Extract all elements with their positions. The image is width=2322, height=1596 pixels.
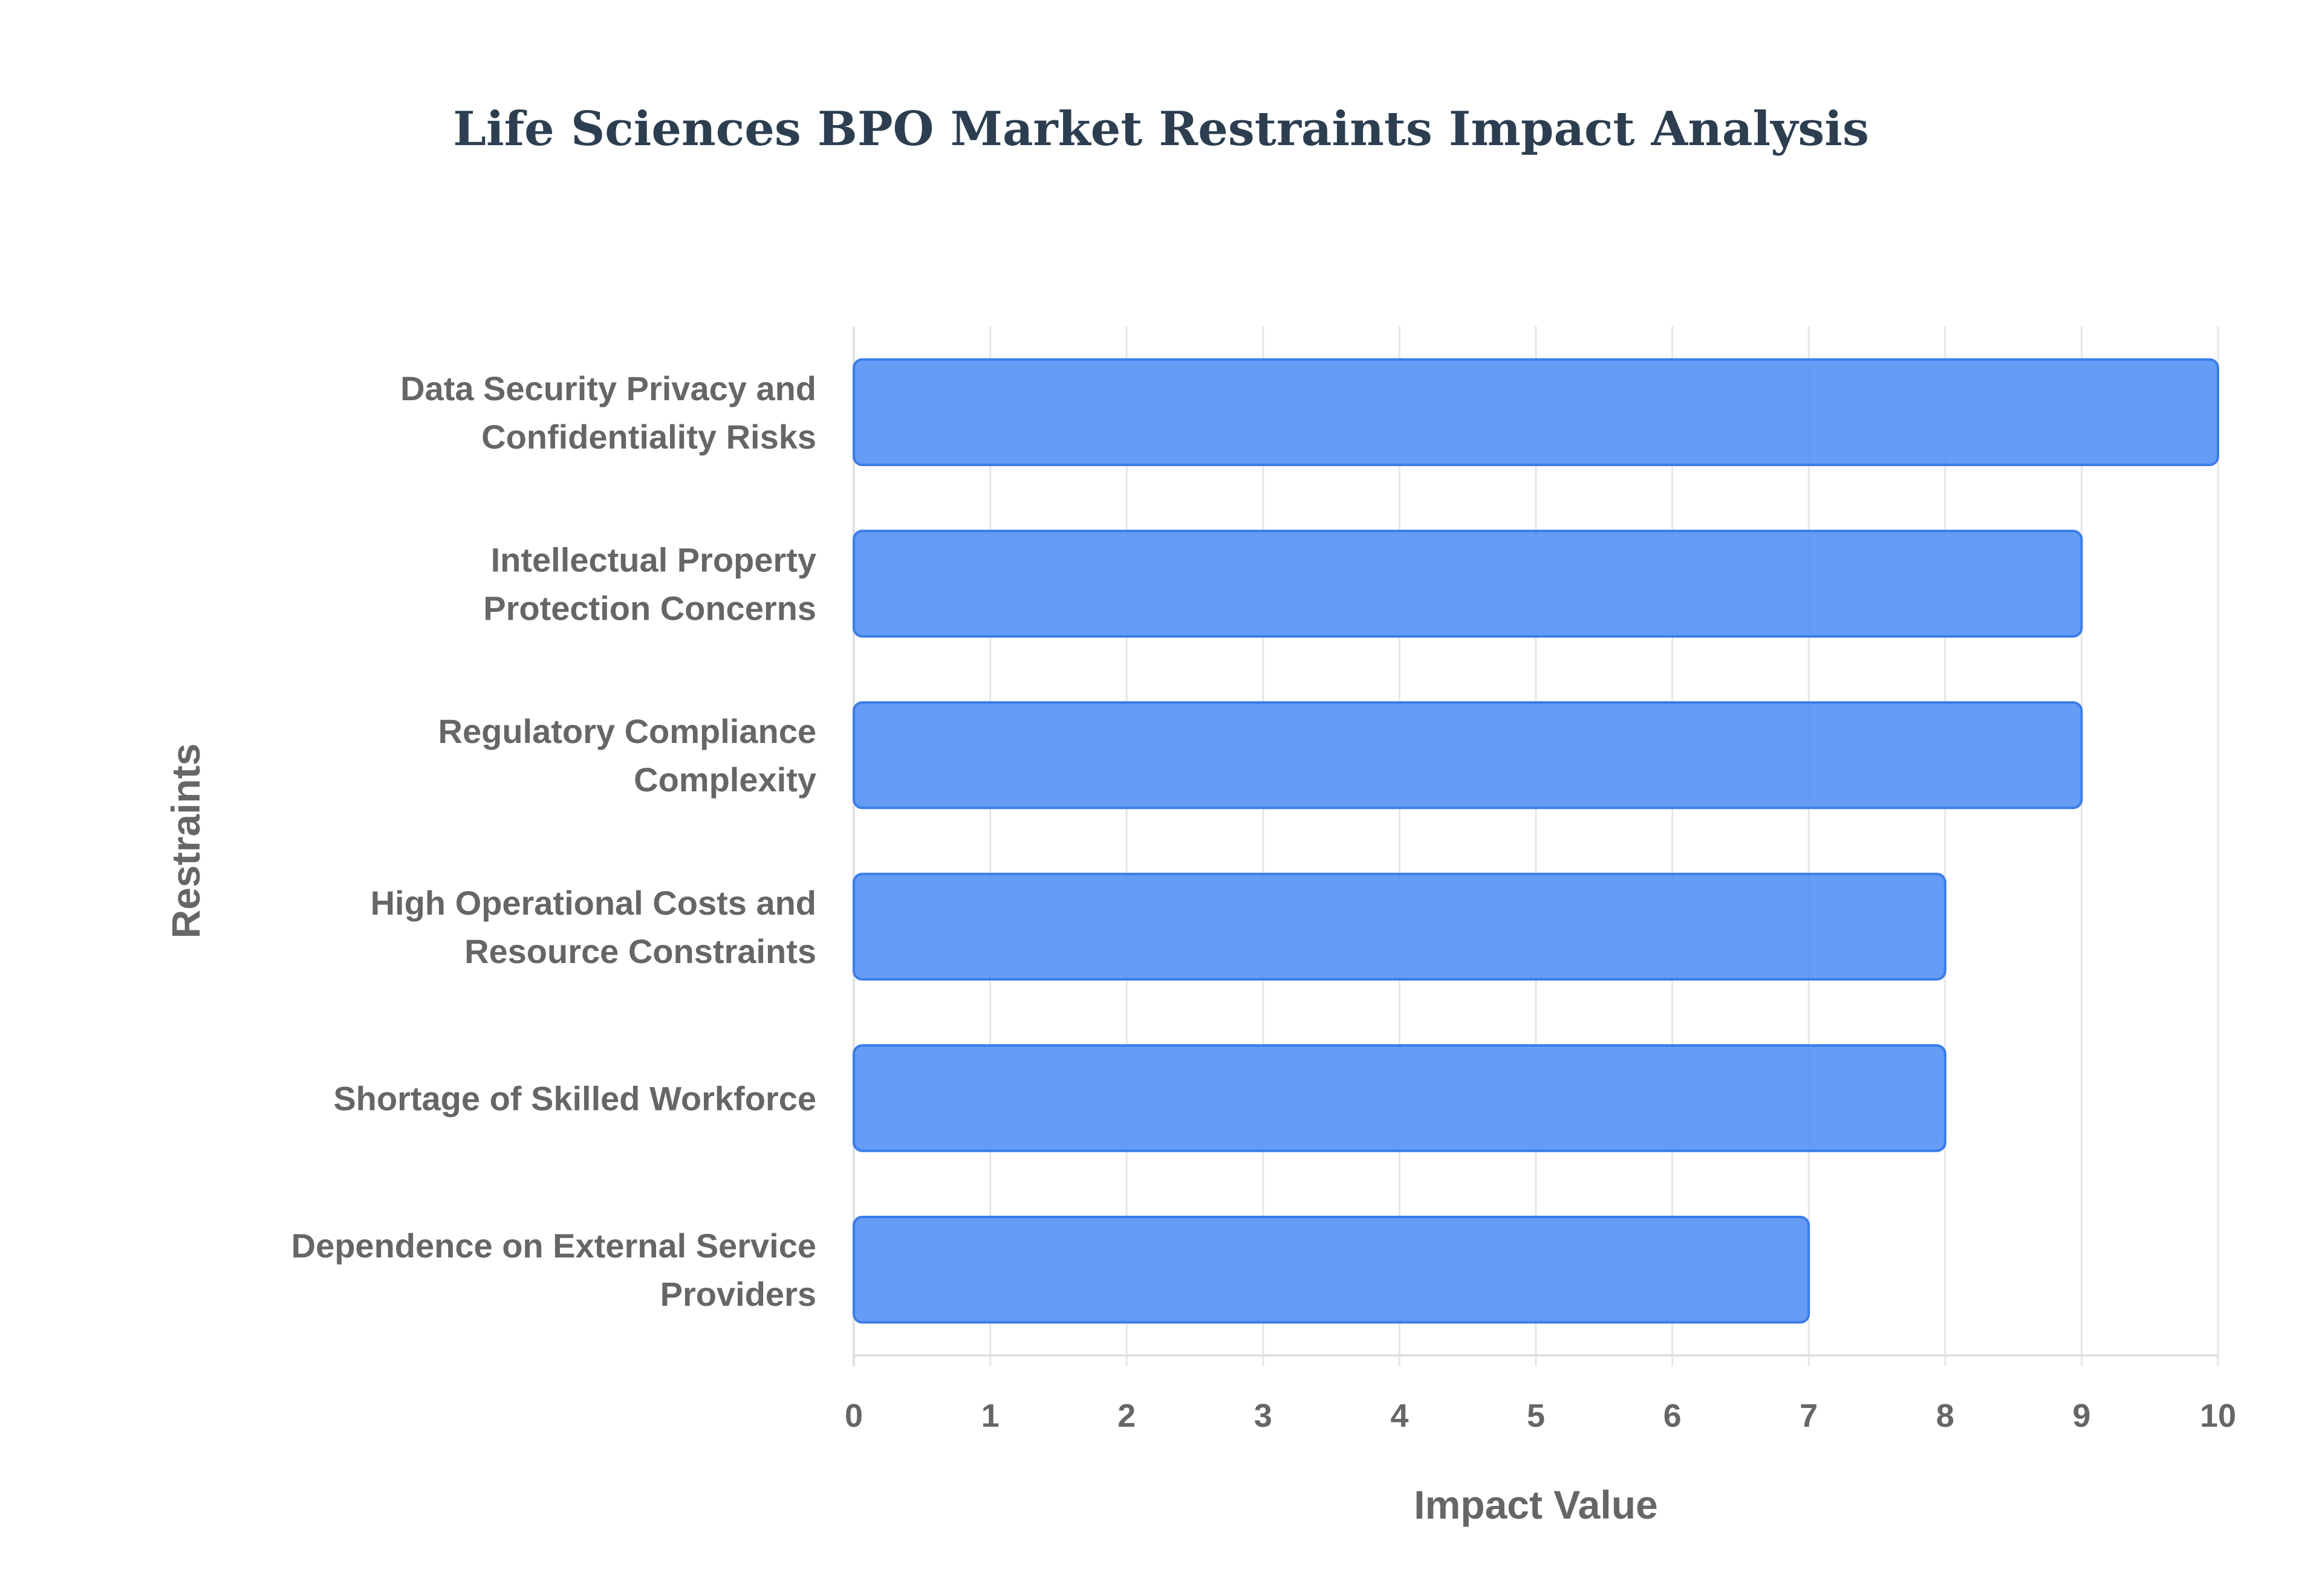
category-label: High Operational Costs and Resource Const…	[371, 884, 816, 970]
gridlines	[853, 326, 2219, 1366]
x-tick-label: 1	[981, 1398, 1000, 1434]
y-axis-title: Restraints	[163, 744, 208, 939]
category-label: Shortage of Skilled Workforce	[333, 1080, 816, 1118]
category-label: Regulatory Compliance Complexity	[438, 712, 816, 799]
category-label: Dependence on External Service Providers	[291, 1227, 816, 1313]
bar	[853, 1044, 1946, 1152]
x-tick-label: 4	[1390, 1398, 1408, 1434]
bar	[853, 872, 1946, 981]
x-tick-label: 3	[1254, 1398, 1272, 1434]
chart-title: Life Sciences BPO Market Restraints Impa…	[453, 102, 1869, 157]
bar	[853, 701, 2083, 809]
x-tick-label: 9	[2072, 1398, 2090, 1434]
x-tick-label: 10	[2200, 1398, 2236, 1434]
bars	[853, 358, 2219, 1324]
x-tick-label: 6	[1663, 1398, 1682, 1434]
category-label: Data Security Privacy and Confidentiality…	[400, 369, 816, 456]
x-tick-label: 5	[1527, 1398, 1545, 1434]
category-label: Intellectual Property Protection Concerns	[483, 541, 816, 628]
x-axis-title: Impact Value	[1414, 1482, 1658, 1527]
x-tick-label: 2	[1117, 1398, 1136, 1434]
category-labels: Data Security Privacy and Confidentiality…	[291, 369, 816, 1313]
bar	[853, 530, 2083, 638]
x-tick-label: 8	[1936, 1398, 1954, 1434]
bar	[853, 358, 2219, 467]
x-tick-label: 7	[1800, 1398, 1818, 1434]
x-axis-ticks: 0 1 2 3 4 5 6 7 8 9 10	[845, 1398, 2236, 1434]
x-tick-label: 0	[845, 1398, 863, 1434]
bar	[853, 1215, 1810, 1324]
